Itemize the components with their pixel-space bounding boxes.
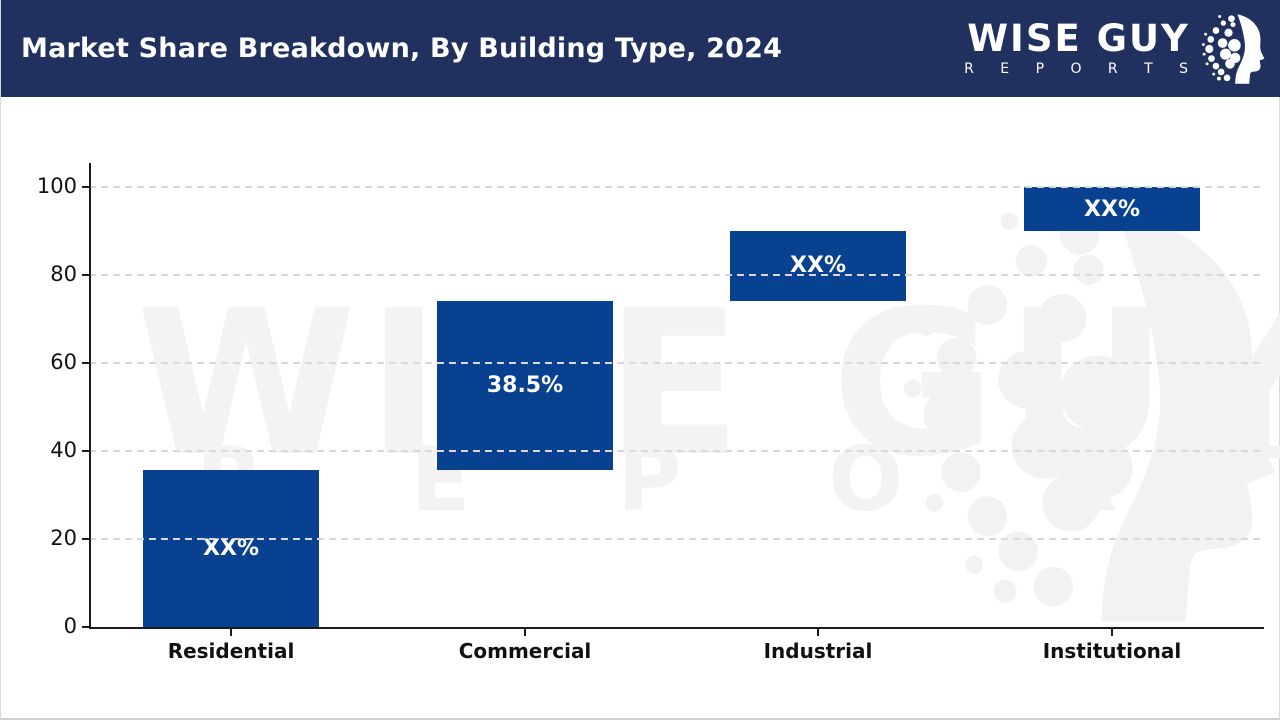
y-tick-40 [82,450,89,452]
x-tick-commercial [524,629,526,636]
y-tick-100 [82,186,89,188]
wise-guy-logo: WISE GUY R E P O R T S [958,6,1267,92]
gridline-40 [89,450,1264,452]
x-axis [89,627,1264,629]
y-tick-label-20: 20 [50,526,77,550]
x-category-label-residential: Residential [167,639,295,663]
header-bar: Market Share Breakdown, By Building Type… [1,0,1280,97]
bar-value-label-commercial: 38.5% [486,372,564,398]
bar-commercial: 38.5% [437,300,613,470]
y-tick-label-40: 40 [50,438,77,462]
x-category-label-institutional: Institutional [1042,639,1182,663]
logo-text: WISE GUY R E P O R T S [958,20,1199,77]
watermark-head-icon [903,208,1276,622]
x-category-label-industrial: Industrial [763,639,873,663]
x-category-label-commercial: Commercial [458,639,592,663]
y-tick-label-80: 80 [50,262,77,286]
bar-industrial: XX% [730,231,906,301]
y-tick-20 [82,538,89,540]
gridline-20 [89,538,1264,540]
y-tick-label-0: 0 [63,614,77,638]
bar-institutional: XX% [1024,187,1200,231]
logo-wordmark: WISE GUY [967,17,1190,60]
y-axis [89,163,91,629]
x-tick-industrial [817,629,819,636]
chart-title: Market Share Breakdown, By Building Type… [21,33,783,64]
gridline-100 [89,186,1264,188]
logo-subtitle: R E P O R T S [964,61,1199,77]
gridline-80 [89,274,1264,276]
x-tick-institutional [1111,629,1113,636]
y-tick-60 [82,362,89,364]
bar-residential: XX% [143,469,319,627]
y-tick-label-100: 100 [36,174,77,198]
bar-value-label-residential: XX% [203,535,259,561]
gridline-60 [89,362,1264,364]
x-tick-residential [230,629,232,636]
y-tick-label-60: 60 [50,350,77,374]
y-tick-0 [82,626,89,628]
logo-head-icon [1201,13,1265,84]
bar-value-label-institutional: XX% [1084,196,1140,222]
y-tick-80 [82,274,89,276]
